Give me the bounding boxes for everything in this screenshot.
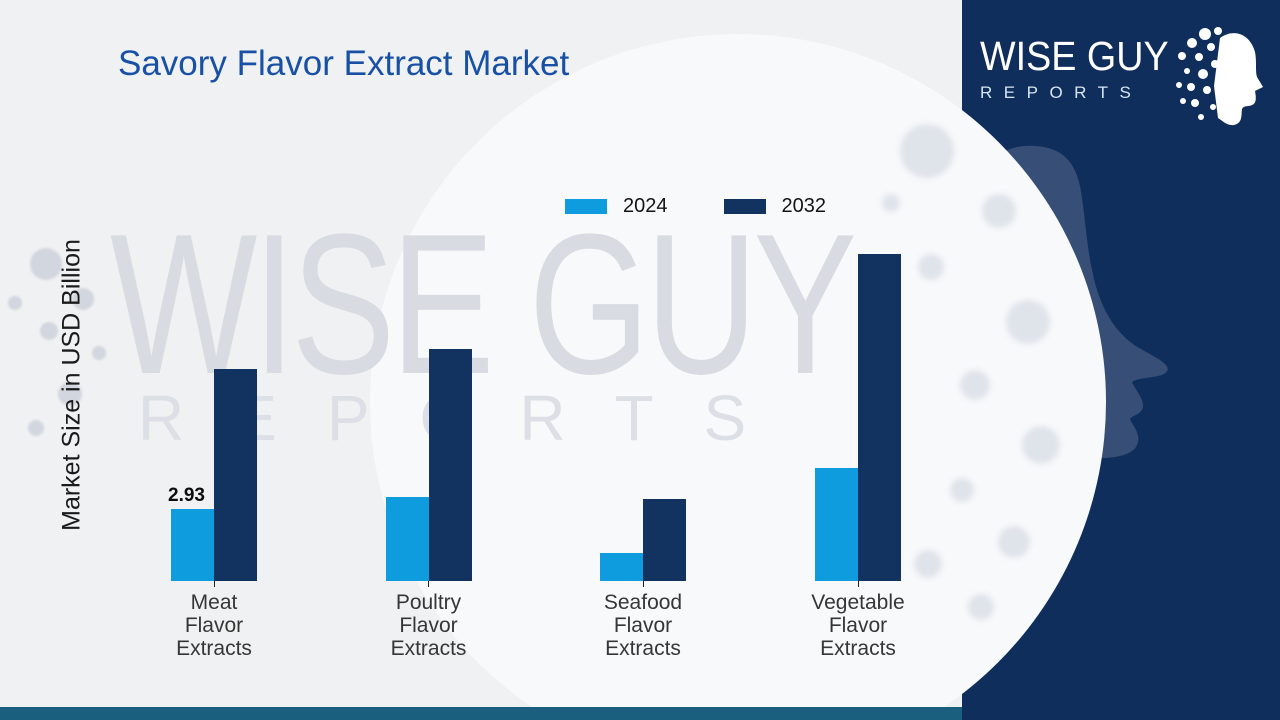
brand-subtext: REPORTS — [980, 83, 1143, 102]
legend-label-2032: 2032 — [781, 195, 827, 217]
legend-label-2024: 2024 — [623, 195, 668, 217]
category-label: Vegetable Flavor Extracts — [811, 591, 905, 660]
category-label: Meat Flavor Extracts — [176, 591, 252, 660]
legend-swatch-2024 — [565, 199, 607, 214]
bar-value-label: 2.93 — [168, 485, 205, 506]
x-axis-tick — [428, 581, 429, 587]
bar-2024-seafood-flavor-extracts — [600, 553, 643, 581]
dotted-head-profile-icon — [1176, 27, 1263, 126]
category-label: Seafood Flavor Extracts — [603, 591, 683, 660]
watermark-circle — [370, 34, 1106, 720]
bar-2032-poultry-flavor-extracts — [428, 349, 472, 581]
brand-logo: WISE GUY REPORTS — [980, 33, 1185, 102]
x-axis-tick — [857, 581, 859, 587]
y-axis-label: Market Size in USD Billion — [57, 239, 86, 531]
bar-2032-vegetable-flavor-extracts — [858, 254, 901, 581]
page-title: Savory Flavor Extract Market — [118, 44, 570, 83]
chart-legend: 2024 2032 — [565, 195, 826, 218]
brand-wordmark: WISE GUY — [980, 33, 1169, 79]
legend-swatch-2032 — [723, 199, 766, 214]
bar-2024-poultry-flavor-extracts — [385, 497, 429, 581]
bar-2032-meat-flavor-extracts — [214, 369, 257, 581]
x-axis-tick — [642, 581, 644, 587]
bar-2024-vegetable-flavor-extracts — [815, 468, 858, 581]
category-label: Poultry Flavor Extracts — [390, 591, 467, 660]
bar-2032-seafood-flavor-extracts — [643, 499, 686, 581]
x-axis-tick — [213, 581, 215, 587]
footer-accent-strip — [0, 707, 962, 720]
bar-2024-meat-flavor-extracts — [171, 509, 214, 581]
